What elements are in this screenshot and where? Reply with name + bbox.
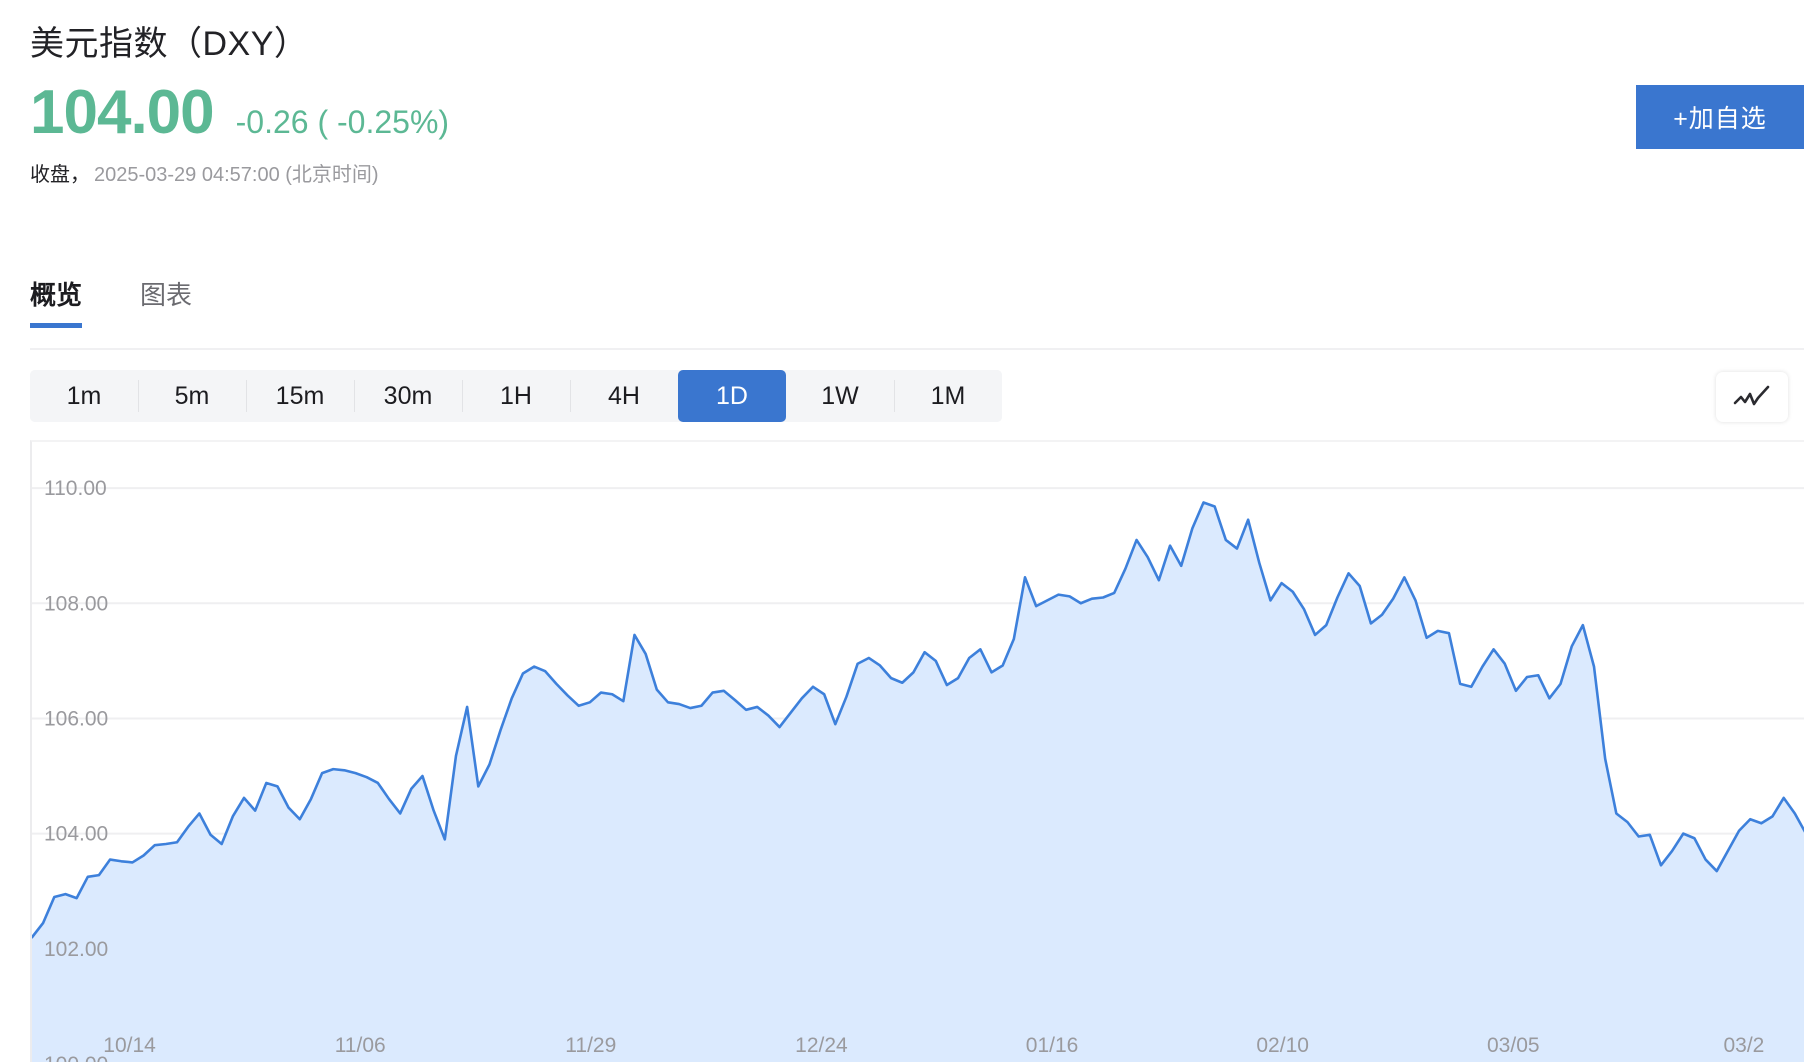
chart-area-fill	[32, 502, 1804, 1062]
tab-overview[interactable]: 概览	[30, 280, 83, 328]
chart-type-button[interactable]	[1716, 372, 1788, 422]
market-status-row: 收盘， 2025-03-29 04:57:00 (北京时间)	[30, 158, 449, 187]
svg-text:11/06: 11/06	[335, 1034, 386, 1057]
tab-bar: 概览 图表	[30, 280, 192, 328]
tab-chart[interactable]: 图表	[140, 280, 193, 310]
price-change: -0.26 ( -0.25%)	[235, 104, 450, 140]
svg-text:12/24: 12/24	[795, 1034, 848, 1057]
chart-x-axis-labels: 10/14 11/06 11/29 12/24 01/16 02/10 03/05 03/2	[103, 1034, 1764, 1057]
svg-text:102.00: 102.00	[44, 938, 108, 961]
timeframe-selector: 1m 5m 15m 30m 1H 4H 1D 1W 1M	[30, 370, 1002, 422]
svg-text:02/10: 02/10	[1256, 1034, 1309, 1057]
add-watchlist-button[interactable]: +加自选	[1636, 85, 1804, 149]
line-chart-icon	[1733, 385, 1770, 406]
svg-text:104.00: 104.00	[44, 823, 108, 846]
timeframe-1d[interactable]: 1D	[678, 370, 786, 422]
chart-line	[32, 501, 1804, 939]
svg-text:03/2: 03/2	[1723, 1034, 1764, 1057]
page-title: 美元指数（DXY）	[30, 25, 309, 63]
timeframe-1m[interactable]: 1m	[30, 370, 138, 422]
timeframe-1h[interactable]: 1H	[462, 370, 570, 422]
svg-text:108.00: 108.00	[44, 592, 108, 615]
market-status-label: 收盘，	[30, 164, 90, 186]
svg-text:11/29: 11/29	[565, 1034, 616, 1057]
timeframe-5m[interactable]: 5m	[138, 370, 246, 422]
tab-divider	[30, 348, 1804, 350]
chart-y-axis-labels: 100.00 102.00 104.00 106.00 108.00 110.00	[44, 477, 108, 1062]
timeframe-1w[interactable]: 1W	[786, 370, 894, 422]
svg-text:110.00: 110.00	[44, 477, 107, 500]
timeframe-30m[interactable]: 30m	[354, 370, 462, 422]
quote-header: 美元指数（DXY） 104.00 -0.26 ( -0.25%) 收盘， 202…	[30, 22, 449, 187]
price-chart-svg: 100.00 102.00 104.00 106.00 108.00 110.00 10/…	[32, 477, 1804, 1062]
price-row: 104.00 -0.26 ( -0.25%)	[30, 80, 449, 146]
svg-text:106.00: 106.00	[44, 707, 108, 730]
svg-text:01/16: 01/16	[1026, 1034, 1079, 1057]
svg-text:100.00: 100.00	[44, 1053, 108, 1062]
svg-text:03/05: 03/05	[1487, 1034, 1540, 1057]
timeframe-15m[interactable]: 15m	[246, 370, 354, 422]
svg-text:10/14: 10/14	[103, 1034, 156, 1057]
price-chart[interactable]: 100.00 102.00 104.00 106.00 108.00 110.00 10/…	[30, 440, 1804, 1062]
timeframe-4h[interactable]: 4H	[570, 370, 678, 422]
timeframe-1mo[interactable]: 1M	[894, 370, 1002, 422]
current-price: 104.00	[30, 78, 215, 147]
market-status-time: 2025-03-29 04:57:00 (北京时间)	[94, 164, 379, 186]
